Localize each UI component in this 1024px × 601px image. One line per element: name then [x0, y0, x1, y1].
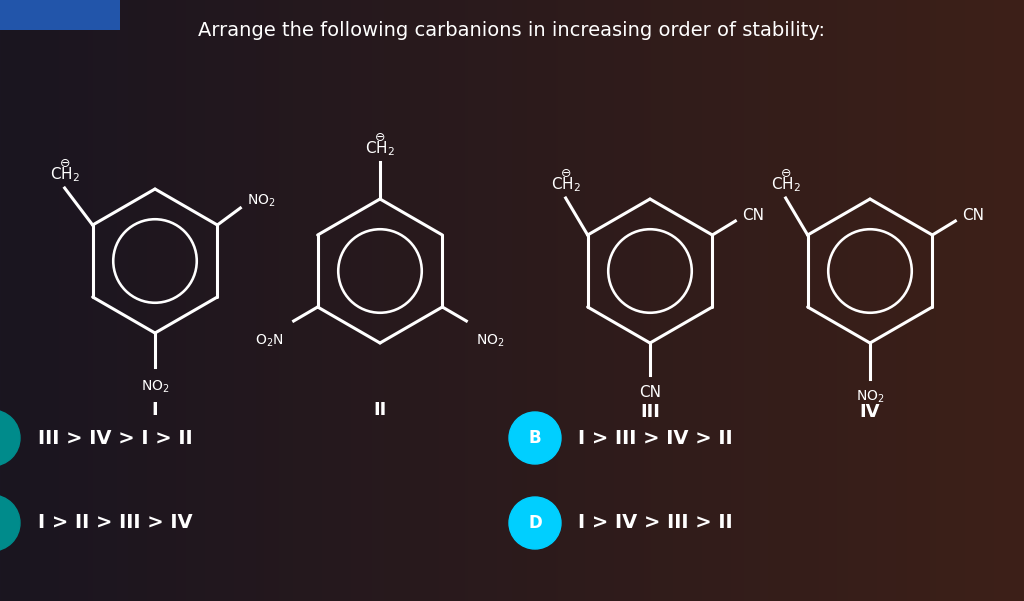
Text: CN: CN	[639, 385, 662, 400]
Circle shape	[0, 410, 20, 466]
Text: NO$_2$: NO$_2$	[140, 379, 169, 395]
Text: B: B	[528, 429, 542, 447]
Text: $\ominus$: $\ominus$	[780, 167, 792, 180]
Text: Arrange the following carbanions in increasing order of stability:: Arrange the following carbanions in incr…	[199, 22, 825, 40]
Text: $\ominus$: $\ominus$	[560, 167, 571, 180]
Text: CN: CN	[963, 207, 984, 222]
Text: $\ominus$: $\ominus$	[375, 131, 386, 144]
Text: NO$_2$: NO$_2$	[248, 193, 276, 209]
Text: O$_2$N: O$_2$N	[255, 333, 284, 349]
Text: NO$_2$: NO$_2$	[856, 389, 885, 406]
Text: CH$_2$: CH$_2$	[771, 175, 801, 194]
Circle shape	[509, 497, 561, 549]
Text: II: II	[374, 401, 387, 419]
Circle shape	[0, 495, 20, 551]
Text: III > IV > I > II: III > IV > I > II	[38, 429, 193, 448]
Text: NO$_2$: NO$_2$	[476, 333, 505, 349]
Text: CN: CN	[742, 207, 764, 222]
Text: CH$_2$: CH$_2$	[50, 165, 80, 184]
FancyBboxPatch shape	[0, 0, 120, 30]
Circle shape	[509, 412, 561, 464]
Text: I > IV > III > II: I > IV > III > II	[578, 513, 732, 532]
Text: D: D	[528, 514, 542, 532]
Text: I > II > III > IV: I > II > III > IV	[38, 513, 193, 532]
Text: III: III	[640, 403, 659, 421]
Text: I: I	[152, 401, 159, 419]
Text: I > III > IV > II: I > III > IV > II	[578, 429, 732, 448]
Text: CH$_2$: CH$_2$	[551, 175, 581, 194]
Text: IV: IV	[860, 403, 881, 421]
Text: $\ominus$: $\ominus$	[59, 157, 71, 170]
Text: CH$_2$: CH$_2$	[365, 139, 395, 158]
